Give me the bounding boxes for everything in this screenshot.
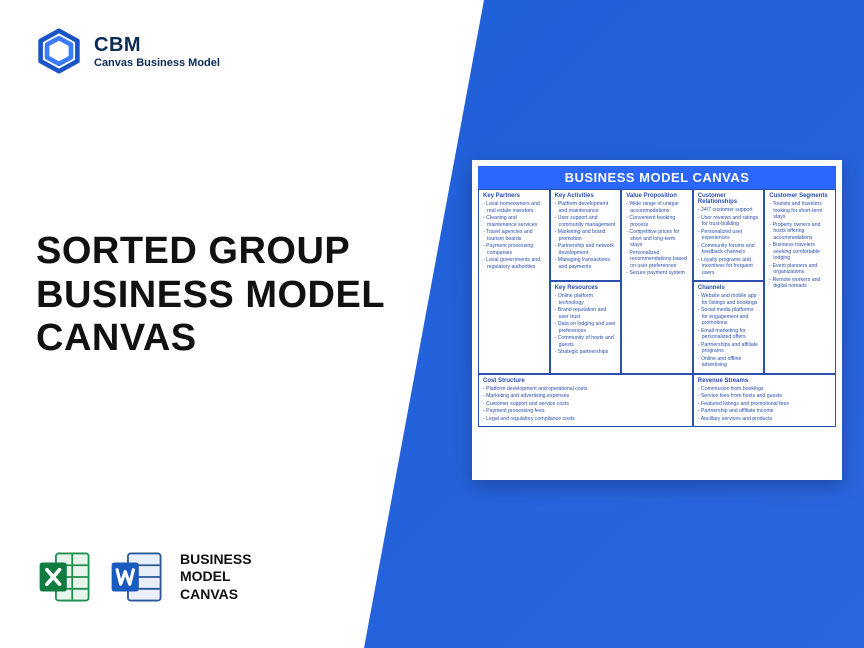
canvas-title: BUSINESS MODEL CANVAS [478, 166, 836, 189]
list-item: Tourists and travelers looking for short… [769, 201, 831, 221]
list-item: Featured listings and promotional fees [698, 401, 831, 408]
cell-value-proposition: Value PropositionWide range of unique ac… [621, 189, 693, 374]
list-item: Website and mobile app for listings and … [698, 293, 760, 306]
footer-label: BUSINESS MODEL CANVAS [180, 551, 252, 604]
hex-logo-icon [36, 28, 82, 74]
list-item: Competitive prices for short and long-te… [626, 229, 688, 249]
cell-key-activities: Key ActivitiesPlatform development and m… [550, 189, 622, 281]
cell-key-partners: Key PartnersLocal homeowners and real es… [478, 189, 550, 374]
list-item: Online and offline advertising [698, 356, 760, 369]
list-item: Payment processing companies [483, 243, 545, 256]
list-item: Secure payment system [626, 270, 688, 277]
word-icon [108, 548, 166, 606]
list-item: Partnerships and affiliate programs [698, 342, 760, 355]
brand-name: Canvas Business Model [94, 57, 220, 69]
cell-cost-structure: Cost StructurePlatform development and o… [478, 374, 693, 428]
list-item: Social media platforms for engagement an… [698, 307, 760, 327]
list-item: Ancillary services and products [698, 416, 831, 423]
list-item: Partnership and network development [555, 243, 617, 256]
excel-icon [36, 548, 94, 606]
list-item: Strategic partnerships [555, 349, 617, 356]
canvas-card: BUSINESS MODEL CANVAS Key PartnersLocal … [472, 160, 842, 480]
list-item: Personalized recommendations based on us… [626, 250, 688, 270]
main-headline: SORTED GROUP BUSINESS MODEL CANVAS [36, 230, 385, 361]
list-item: Service fees from hosts and guests [698, 393, 831, 400]
list-item: Property owners and hosts offering accom… [769, 222, 831, 242]
list-item: Wide range of unique accommodations [626, 201, 688, 214]
list-item: Brand reputation and user trust [555, 307, 617, 320]
cell-customer-segments: Customer SegmentsTourists and travelers … [764, 189, 836, 374]
list-item: Marketing and brand promotion [555, 229, 617, 242]
list-item: Personalized user experiences [698, 229, 760, 242]
list-item: Travel agencies and tourism boards [483, 229, 545, 242]
list-item: Platform development and operational cos… [483, 386, 688, 393]
list-item: Email marketing for personalized offers [698, 328, 760, 341]
list-item: Online platform technology [555, 293, 617, 306]
list-item: Event planners and organizations [769, 263, 831, 276]
footer-block: BUSINESS MODEL CANVAS [36, 548, 252, 606]
list-item: Partnership and affiliate income [698, 408, 831, 415]
list-item: Local governments and regulatory authori… [483, 257, 545, 270]
list-item: Local homeowners and real estate investo… [483, 201, 545, 214]
list-item: Platform development and maintenance [555, 201, 617, 214]
cell-revenue-streams: Revenue StreamsCommission from bookingsS… [693, 374, 836, 428]
list-item: Business travelers seeking comfortable l… [769, 242, 831, 262]
list-item: Managing transactions and payments [555, 257, 617, 270]
list-item: Community forums and feedback channels [698, 243, 760, 256]
list-item: User reviews and ratings for trust-build… [698, 215, 760, 228]
list-item: Cleaning and maintenance services [483, 215, 545, 228]
cell-customer-relationships: Customer Relationships24/7 customer supp… [693, 189, 765, 281]
list-item: Marketing and advertising expenses [483, 393, 688, 400]
brand-acronym: CBM [94, 34, 220, 57]
headline-line-1: SORTED GROUP [36, 230, 385, 274]
list-item: Customer support and service costs [483, 401, 688, 408]
list-item: User support and community management [555, 215, 617, 228]
list-item: Community of hosts and guests [555, 335, 617, 348]
canvas-grid: Key PartnersLocal homeowners and real es… [478, 189, 836, 427]
cell-key-resources: Key ResourcesOnline platform technologyB… [550, 281, 622, 374]
list-item: Commission from bookings [698, 386, 831, 393]
list-item: Remote workers and digital nomads [769, 277, 831, 290]
list-item: Payment processing fees [483, 408, 688, 415]
headline-line-3: CANVAS [36, 317, 385, 361]
list-item: Convenient booking process [626, 215, 688, 228]
cell-channels: ChannelsWebsite and mobile app for listi… [693, 281, 765, 374]
headline-line-2: BUSINESS MODEL [36, 274, 385, 318]
list-item: Loyalty programs and incentives for freq… [698, 257, 760, 277]
list-item: 24/7 customer support [698, 207, 760, 214]
brand-lockup: CBM Canvas Business Model [36, 28, 220, 74]
list-item: Legal and regulatory compliance costs [483, 416, 688, 423]
list-item: Data on lodging and user preferences [555, 321, 617, 334]
